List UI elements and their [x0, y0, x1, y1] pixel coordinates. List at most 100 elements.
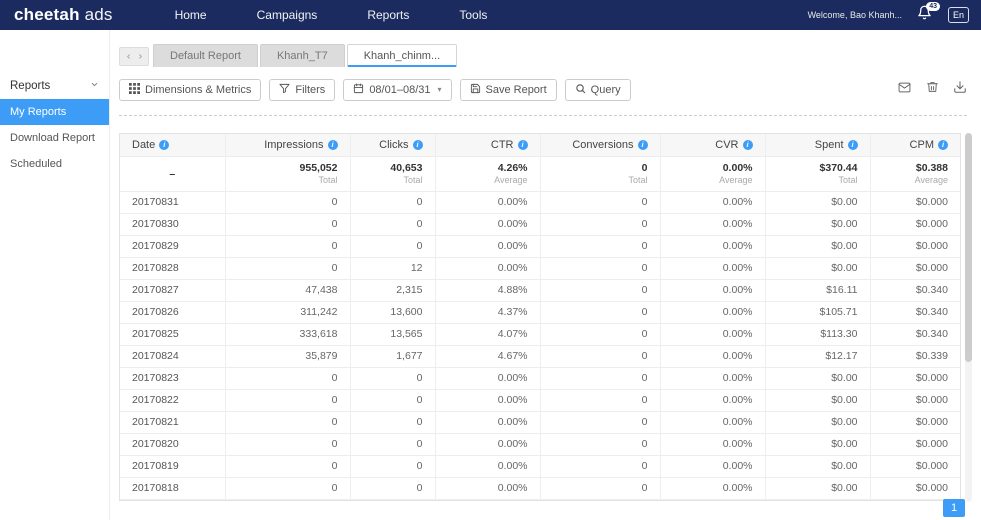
- sidebar-item-my-reports[interactable]: My Reports: [0, 99, 109, 125]
- nav-item-reports[interactable]: Reports: [367, 8, 410, 22]
- nav-item-home[interactable]: Home: [174, 8, 207, 22]
- table-row[interactable]: 20170824 35,879 1,677 4.67% 0 0.00% $12.17 $0.3…: [120, 345, 960, 368]
- table-row[interactable]: 20170826 311,242 13,600 4.37% 0 0.00% $105.71 $…: [120, 301, 960, 324]
- column-header-conversions[interactable]: Conversions i: [540, 134, 661, 157]
- value-cell: 0.00%: [660, 367, 766, 390]
- column-header-date[interactable]: Date i: [120, 134, 226, 157]
- value-cell: 0: [350, 477, 436, 500]
- value-cell: 0: [540, 213, 661, 236]
- email-report-button[interactable]: [897, 81, 912, 99]
- table-row[interactable]: 20170831 0 0 0.00% 0 0.00% $0.00 $0.000: [120, 191, 960, 214]
- dimensions-metrics-button[interactable]: Dimensions & Metrics: [119, 78, 262, 101]
- table-row[interactable]: 20170829 0 0 0.00% 0 0.00% $0.00 $0.000: [120, 235, 960, 258]
- value-cell: 0: [540, 235, 661, 258]
- tab-khanh-t7[interactable]: Khanh_T7: [259, 44, 345, 67]
- info-icon[interactable]: i: [938, 139, 948, 150]
- column-header-spent[interactable]: Spent i: [765, 134, 871, 157]
- info-icon[interactable]: i: [847, 139, 858, 150]
- query-button[interactable]: Query: [564, 78, 631, 101]
- nav-item-campaigns[interactable]: Campaigns: [256, 8, 318, 22]
- value-cell: $0.00: [765, 235, 871, 258]
- value-cell: 0: [540, 455, 661, 478]
- sidebar-item-download-report[interactable]: Download Report: [10, 132, 95, 144]
- save-report-button[interactable]: Save Report: [459, 78, 557, 101]
- value-cell: 0: [225, 433, 351, 456]
- column-header-ctr[interactable]: CTR i: [435, 134, 541, 157]
- column-label: Date: [132, 138, 156, 151]
- value-cell: 0.00%: [435, 455, 541, 478]
- table-row[interactable]: 20170827 47,438 2,315 4.88% 0 0.00% $16.11 $0.3…: [120, 279, 960, 302]
- tab-khanh-chinm[interactable]: Khanh_chinm...: [346, 44, 458, 67]
- table-row[interactable]: 20170818 0 0 0.00% 0 0.00% $0.00 $0.000: [120, 477, 960, 500]
- envelope-icon: [897, 81, 912, 99]
- value-cell: $0.000: [870, 433, 960, 456]
- value-cell: 0: [225, 389, 351, 412]
- delete-report-button[interactable]: [926, 80, 939, 99]
- value-cell: $0.00: [765, 477, 871, 500]
- info-icon[interactable]: i: [159, 139, 170, 150]
- table-row[interactable]: 20170819 0 0 0.00% 0 0.00% $0.00 $0.000: [120, 455, 960, 478]
- table-row[interactable]: 20170828 0 12 0.00% 0 0.00% $0.00 $0.000: [120, 257, 960, 280]
- download-report-button[interactable]: [953, 80, 967, 99]
- summary-cell: –: [120, 156, 226, 192]
- value-cell: 0: [225, 191, 351, 214]
- bell-icon: [917, 5, 932, 25]
- top-navbar: cheetah ads Home Campaigns Reports Tools We…: [0, 0, 981, 30]
- table-row[interactable]: 20170820 0 0 0.00% 0 0.00% $0.00 $0.000: [120, 433, 960, 456]
- sidebar-section-reports[interactable]: Reports: [0, 73, 109, 99]
- page-button-1[interactable]: 1: [943, 499, 965, 517]
- tab-strip: Default Report Khanh_T7 Khanh_chinm...: [153, 44, 459, 67]
- language-button[interactable]: En: [947, 7, 969, 23]
- table-row[interactable]: 20170823 0 0 0.00% 0 0.00% $0.00 $0.000: [120, 367, 960, 390]
- value-cell: $0.000: [870, 257, 960, 280]
- table-row[interactable]: 20170830 0 0 0.00% 0 0.00% $0.00 $0.000: [120, 213, 960, 236]
- info-icon[interactable]: i: [412, 139, 423, 150]
- filters-button[interactable]: Filters: [269, 78, 336, 101]
- brand-logo[interactable]: cheetah ads: [14, 5, 113, 25]
- info-icon[interactable]: i: [517, 139, 528, 150]
- table-row[interactable]: 20170822 0 0 0.00% 0 0.00% $0.00 $0.000: [120, 389, 960, 412]
- brand-light: ads: [79, 5, 113, 24]
- value-cell: 0: [540, 323, 661, 346]
- nav-items: Home Campaigns Reports Tools: [175, 8, 488, 22]
- value-cell: 0.00%: [435, 235, 541, 258]
- value-cell: $0.00: [765, 191, 871, 214]
- tab-default-report[interactable]: Default Report: [153, 44, 258, 67]
- brand-bold: cheetah: [14, 5, 80, 24]
- date-cell: 20170819: [120, 455, 226, 478]
- column-header-cpm[interactable]: CPM i: [870, 134, 960, 157]
- column-header-cvr[interactable]: CVR i: [660, 134, 766, 157]
- notifications-button[interactable]: 43: [916, 2, 940, 25]
- info-icon[interactable]: i: [637, 139, 648, 150]
- column-header-impressions[interactable]: Impressions i: [225, 134, 351, 157]
- vertical-scrollbar[interactable]: [965, 133, 972, 502]
- table-row[interactable]: 20170825 333,618 13,565 4.07% 0 0.00% $113.30 $…: [120, 323, 960, 346]
- filters-label: Filters: [295, 83, 326, 96]
- sidebar-item-scheduled[interactable]: Scheduled: [10, 158, 62, 170]
- date-range-picker[interactable]: 08/01–08/31 ▾: [343, 78, 452, 101]
- trash-icon: [926, 80, 939, 99]
- table-header-row: Date i Impressions i Clicks i CTR i Conversions i…: [120, 134, 960, 157]
- save-report-label: Save Report: [485, 83, 547, 96]
- toolbar-separator: [119, 115, 967, 116]
- value-cell: $113.30: [765, 323, 871, 346]
- download-icon: [953, 80, 967, 99]
- value-cell: $0.000: [870, 389, 960, 412]
- column-header-clicks[interactable]: Clicks i: [350, 134, 436, 157]
- welcome-text[interactable]: Welcome, Bao Khanh...: [807, 10, 902, 20]
- scrollbar-thumb[interactable]: [965, 133, 972, 362]
- info-icon[interactable]: i: [742, 139, 753, 150]
- tab-scroll-left-icon[interactable]: [123, 50, 133, 64]
- value-cell: 0.00%: [435, 433, 541, 456]
- summary-row: –955,052 Total 40,653 Total 4.26% Average 0 Tot…: [120, 156, 960, 192]
- value-cell: 0.00%: [435, 411, 541, 434]
- value-cell: 0: [225, 213, 351, 236]
- date-cell: 20170820: [120, 433, 226, 456]
- nav-item-tools[interactable]: Tools: [459, 8, 488, 22]
- column-label: Impressions: [264, 138, 324, 151]
- value-cell: 0: [540, 411, 661, 434]
- table-row[interactable]: 20170821 0 0 0.00% 0 0.00% $0.00 $0.000: [120, 411, 960, 434]
- tab-scroll-right-icon[interactable]: [135, 50, 145, 64]
- value-cell: 0.00%: [660, 433, 766, 456]
- info-icon[interactable]: i: [327, 139, 338, 150]
